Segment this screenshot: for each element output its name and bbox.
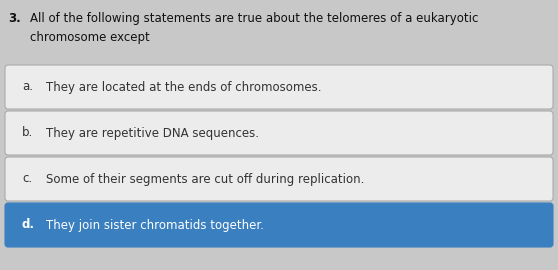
FancyBboxPatch shape [5, 111, 553, 155]
Text: b.: b. [22, 127, 33, 140]
Text: 3.: 3. [8, 12, 21, 25]
Text: c.: c. [22, 173, 32, 185]
Text: They join sister chromatids together.: They join sister chromatids together. [46, 218, 264, 231]
FancyBboxPatch shape [5, 203, 553, 247]
Text: a.: a. [22, 80, 33, 93]
Text: All of the following statements are true about the telomeres of a eukaryotic
chr: All of the following statements are true… [30, 12, 478, 44]
Text: d.: d. [22, 218, 35, 231]
FancyBboxPatch shape [5, 65, 553, 109]
Text: Some of their segments are cut off during replication.: Some of their segments are cut off durin… [46, 173, 364, 185]
Text: They are repetitive DNA sequences.: They are repetitive DNA sequences. [46, 127, 259, 140]
FancyBboxPatch shape [5, 157, 553, 201]
Text: They are located at the ends of chromosomes.: They are located at the ends of chromoso… [46, 80, 321, 93]
